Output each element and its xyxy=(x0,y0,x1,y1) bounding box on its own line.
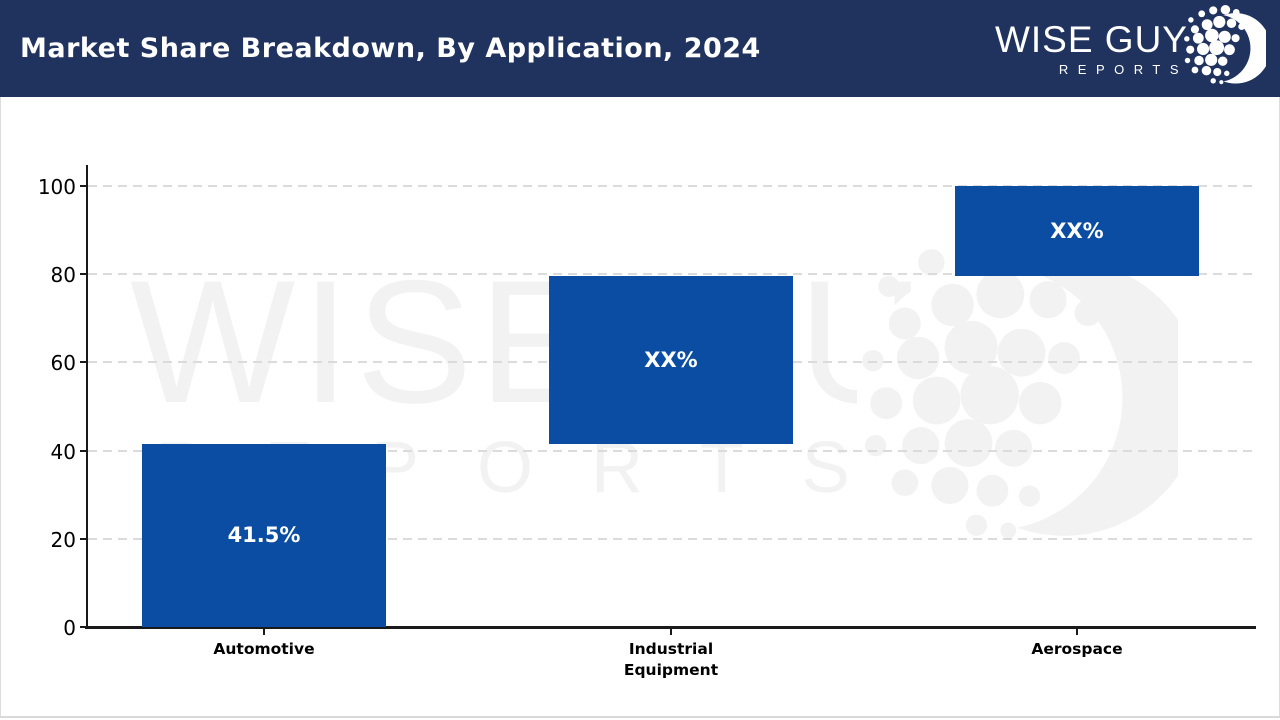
category-label-aerospace: Aerospace xyxy=(1031,640,1123,658)
y-tick-60 xyxy=(80,361,87,364)
y-tick-0 xyxy=(80,626,87,628)
chart-title: Market Share Breakdown, By Application, … xyxy=(20,33,761,64)
bar-value-label: XX% xyxy=(644,348,698,373)
dotted-head-icon xyxy=(1182,5,1266,85)
gridline-40 xyxy=(88,449,1256,452)
header-bar: Market Share Breakdown, By Application, … xyxy=(0,0,1280,97)
y-tick-label-0: 0 xyxy=(63,616,76,640)
y-tick-100 xyxy=(80,185,87,187)
x-tick-1 xyxy=(263,628,265,635)
logo-subtitle: REPORTS xyxy=(1058,62,1188,77)
bar-industrial-equipment: XX% xyxy=(549,276,793,444)
gridline-80 xyxy=(88,273,1256,276)
y-tick-label-20: 20 xyxy=(50,527,76,552)
x-tick-3 xyxy=(1076,628,1078,635)
bottom-rule xyxy=(0,716,1280,718)
wise-guy-reports-logo: WISE GUY REPORTS xyxy=(995,4,1266,94)
category-label-industrial-equipment: Industrial Equipment xyxy=(623,640,719,679)
bar-aerospace: XX% xyxy=(955,186,1199,277)
bar-value-label: XX% xyxy=(1050,219,1104,244)
left-edge-rule xyxy=(0,97,1,717)
bar-automotive: 41.5% xyxy=(142,443,386,627)
y-tick-label-40: 40 xyxy=(50,439,76,464)
x-axis xyxy=(85,626,1256,629)
bar-value-label: 41.5% xyxy=(227,523,301,548)
gridline-20 xyxy=(88,537,1256,540)
y-tick-20 xyxy=(80,537,87,540)
y-tick-label-100: 100 xyxy=(37,175,76,199)
gridline-100 xyxy=(88,185,1256,187)
x-tick-2 xyxy=(670,628,672,635)
category-label-automotive: Automotive xyxy=(213,640,315,658)
y-tick-label-80: 80 xyxy=(50,263,76,288)
y-axis xyxy=(86,165,88,629)
y-tick-80 xyxy=(80,273,87,276)
logo-wordmark: WISE GUY xyxy=(994,19,1188,60)
y-tick-label-60: 60 xyxy=(50,351,76,376)
logo-text: WISE GUY REPORTS xyxy=(995,21,1188,77)
y-tick-40 xyxy=(80,449,87,452)
